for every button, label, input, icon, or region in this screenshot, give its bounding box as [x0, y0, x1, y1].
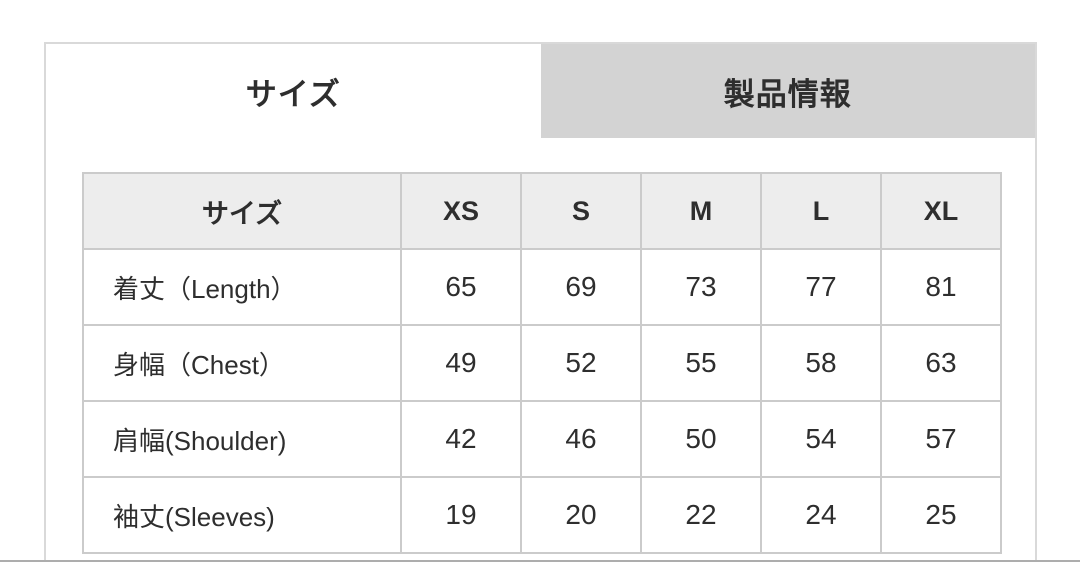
- cell-sleeves-xl: 25: [880, 476, 1002, 554]
- cell-chest-xs: 49: [400, 324, 522, 402]
- cell-chest-xl: 63: [880, 324, 1002, 402]
- cell-length-m: 73: [640, 248, 762, 326]
- tab-size[interactable]: サイズ: [46, 44, 541, 138]
- tab-product-info[interactable]: 製品情報: [540, 44, 1035, 138]
- row-label-shoulder: 肩幅(Shoulder): [82, 400, 402, 478]
- cell-chest-l: 58: [760, 324, 882, 402]
- header-cell-label: サイズ: [82, 172, 402, 250]
- table-row-shoulder: 肩幅(Shoulder) 42 46 50 54 57: [82, 400, 1002, 478]
- header-cell-xl: XL: [880, 172, 1002, 250]
- row-label-length: 着丈（Length）: [82, 248, 402, 326]
- tab-bar: サイズ 製品情報: [46, 44, 1035, 138]
- header-cell-l: L: [760, 172, 882, 250]
- size-chart-panel: サイズ 製品情報 サイズ XS S M L XL 着丈（Length） 65: [44, 42, 1037, 561]
- cell-chest-s: 52: [520, 324, 642, 402]
- cell-shoulder-xs: 42: [400, 400, 522, 478]
- table-row-length: 着丈（Length） 65 69 73 77 81: [82, 248, 1002, 326]
- cell-shoulder-l: 54: [760, 400, 882, 478]
- cell-sleeves-xs: 19: [400, 476, 522, 554]
- header-cell-s: S: [520, 172, 642, 250]
- cell-sleeves-s: 20: [520, 476, 642, 554]
- header-cell-m: M: [640, 172, 762, 250]
- bottom-divider-line: [0, 560, 1080, 562]
- cell-chest-m: 55: [640, 324, 762, 402]
- header-cell-xs: XS: [400, 172, 522, 250]
- tab-product-info-label: 製品情報: [723, 76, 852, 112]
- cell-length-s: 69: [520, 248, 642, 326]
- table-row-sleeves: 袖丈(Sleeves) 19 20 22 24 25: [82, 476, 1002, 554]
- cell-shoulder-xl: 57: [880, 400, 1002, 478]
- size-table: サイズ XS S M L XL 着丈（Length） 65 69 73 77 8…: [82, 172, 1002, 554]
- tab-size-label: サイズ: [245, 76, 341, 112]
- cell-shoulder-s: 46: [520, 400, 642, 478]
- cell-sleeves-m: 22: [640, 476, 762, 554]
- cell-length-xl: 81: [880, 248, 1002, 326]
- cell-length-l: 77: [760, 248, 882, 326]
- cell-sleeves-l: 24: [760, 476, 882, 554]
- row-label-sleeves: 袖丈(Sleeves): [82, 476, 402, 554]
- cell-length-xs: 65: [400, 248, 522, 326]
- table-row-chest: 身幅（Chest） 49 52 55 58 63: [82, 324, 1002, 402]
- cell-shoulder-m: 50: [640, 400, 762, 478]
- row-label-chest: 身幅（Chest）: [82, 324, 402, 402]
- table-header-row: サイズ XS S M L XL: [82, 172, 1002, 250]
